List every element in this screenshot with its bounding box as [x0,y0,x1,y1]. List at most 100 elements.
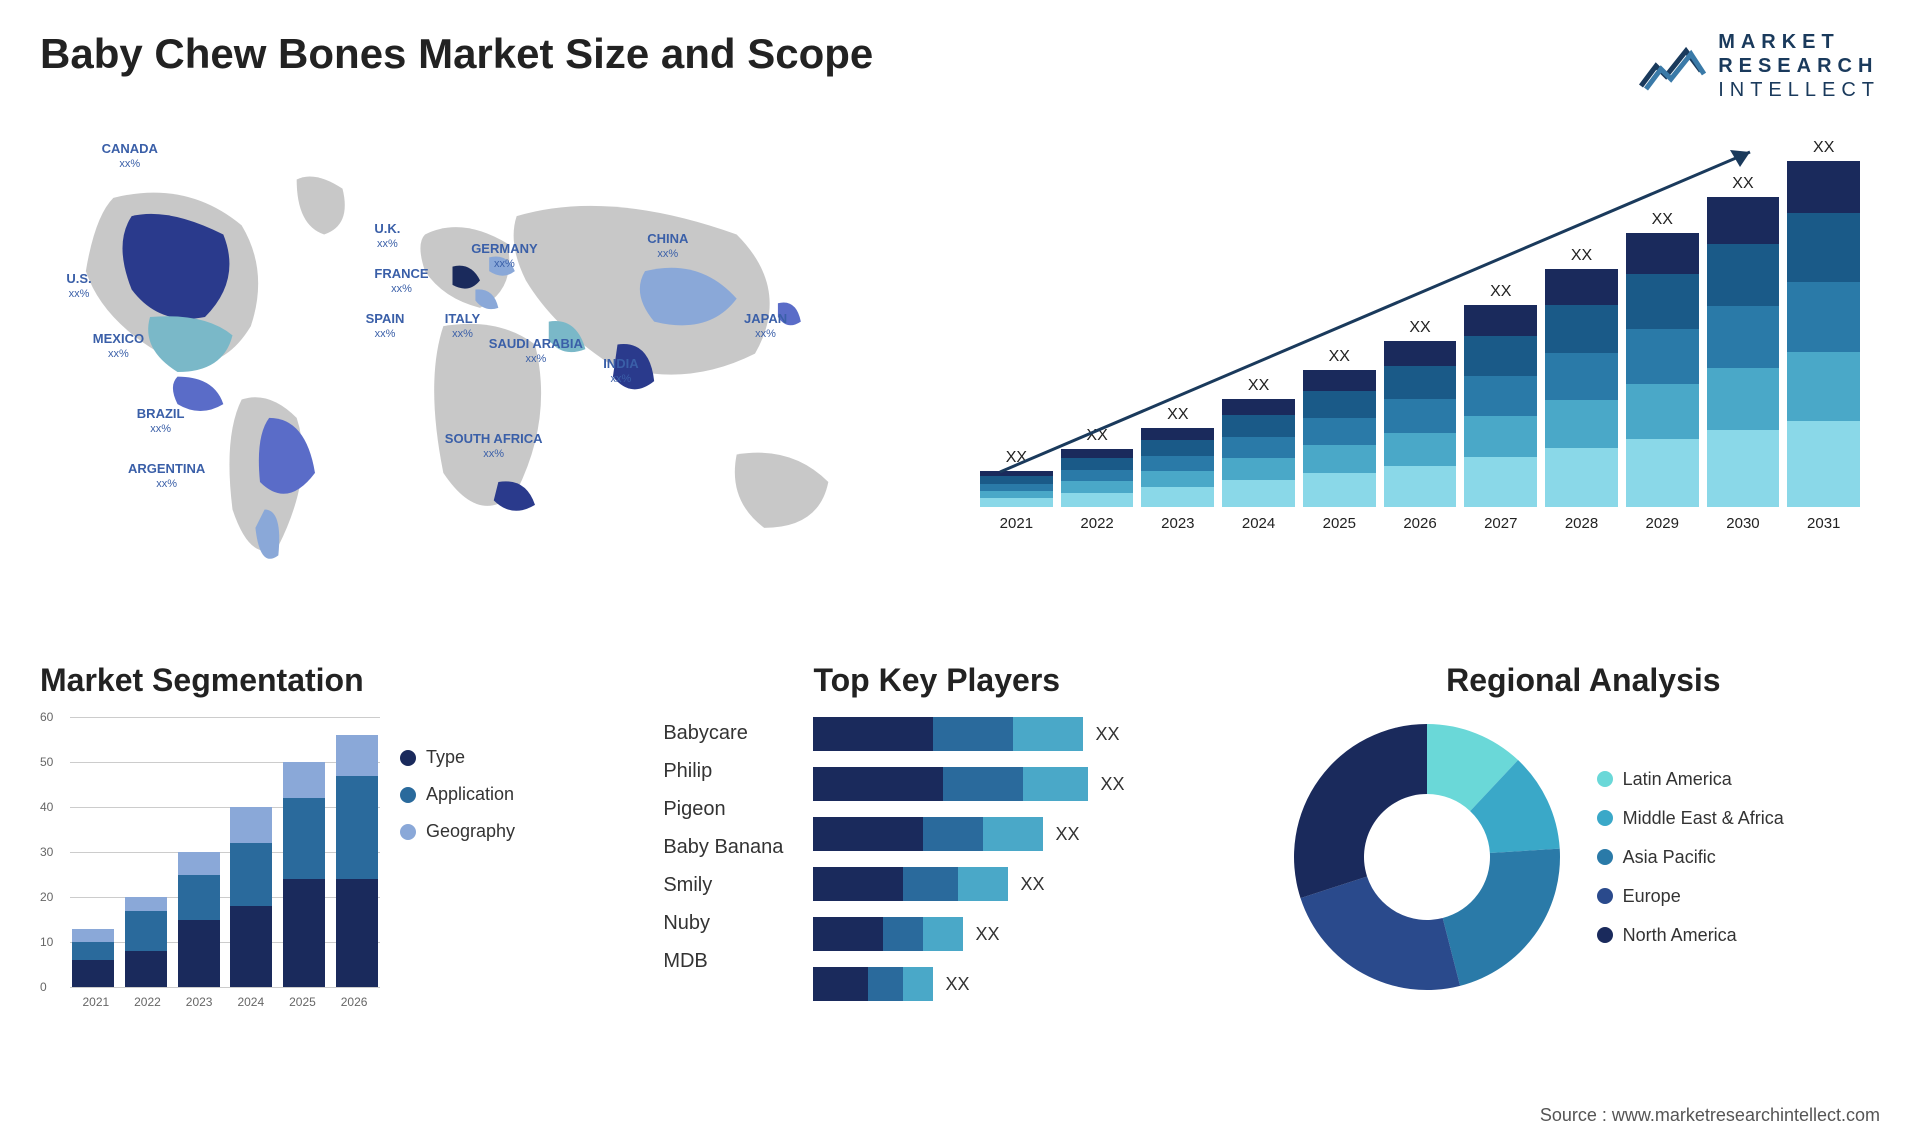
legend-dot-icon [400,787,416,803]
growth-bar-column: XX2026 [1384,319,1457,532]
regional-donut [1287,717,1567,997]
seg-year-label: 2024 [237,995,264,1009]
growth-bar [1061,449,1134,507]
regional-title: Regional Analysis [1287,662,1880,699]
legend-item: Middle East & Africa [1597,808,1784,829]
player-bar-row: XX [813,817,1256,851]
legend-dot-icon [1597,927,1613,943]
legend-dot-icon [1597,810,1613,826]
player-bar [813,967,933,1001]
seg-bar-column [230,807,272,987]
player-name: Nuby [663,907,783,939]
player-bar [813,717,1083,751]
growth-year-label: 2021 [1000,515,1033,532]
growth-bar-column: XX2029 [1626,211,1699,532]
y-tick: 40 [40,800,53,814]
growth-year-label: 2023 [1161,515,1194,532]
legend-label: Europe [1623,886,1681,907]
segmentation-section: Market Segmentation 01020304050602021202… [40,662,633,1082]
growth-bar-column: XX2022 [1061,427,1134,532]
growth-year-label: 2025 [1323,515,1356,532]
growth-bar-column: XX2024 [1222,377,1295,532]
map-label: CHINAxx% [647,232,688,261]
growth-year-label: 2031 [1807,515,1840,532]
legend-item: North America [1597,925,1784,946]
player-bar-row: XX [813,717,1256,751]
player-bar [813,917,963,951]
world-map [40,122,920,622]
map-label: U.S.xx% [66,272,91,301]
map-label: FRANCExx% [374,267,428,296]
growth-bar [1707,197,1780,507]
donut-slice [1294,724,1427,898]
legend-label: Asia Pacific [1623,847,1716,868]
player-name: Philip [663,755,783,787]
legend-item: Latin America [1597,769,1784,790]
growth-bar-value: XX [1248,377,1269,395]
legend-dot-icon [1597,849,1613,865]
legend-dot-icon [1597,888,1613,904]
seg-bar-column [72,929,114,988]
growth-bar-value: XX [1490,283,1511,301]
growth-bar-column: XX2025 [1303,348,1376,532]
growth-bar-column: XX2030 [1707,175,1780,532]
growth-bar [1222,399,1295,507]
growth-bar-column: XX2028 [1545,247,1618,532]
logo-icon [1636,41,1706,91]
growth-bar-value: XX [1167,406,1188,424]
map-label: SOUTH AFRICAxx% [445,432,543,461]
legend-item: Application [400,784,515,805]
growth-year-label: 2028 [1565,515,1598,532]
seg-bar-column [125,897,167,987]
seg-bar-column [336,735,378,987]
map-label: ITALYxx% [445,312,480,341]
player-value: XX [1020,874,1044,895]
donut-slice [1300,876,1460,990]
growth-bar-value: XX [1086,427,1107,445]
map-label: MEXICOxx% [93,332,144,361]
legend-item: Type [400,747,515,768]
legend-item: Geography [400,821,515,842]
legend-label: Application [426,784,514,805]
growth-bar-value: XX [1006,449,1027,467]
regional-section: Regional Analysis Latin America Middle Ea… [1287,662,1880,1082]
growth-bar-value: XX [1652,211,1673,229]
growth-bar [1626,233,1699,507]
source-text: Source : www.marketresearchintellect.com [1540,1105,1880,1126]
growth-bar [1303,370,1376,507]
map-label: BRAZILxx% [137,407,185,436]
map-label: CANADAxx% [102,142,158,171]
legend-label: Middle East & Africa [1623,808,1784,829]
player-name: Baby Banana [663,831,783,863]
player-name: Smily [663,869,783,901]
legend-label: Latin America [1623,769,1732,790]
regional-legend: Latin America Middle East & Africa Asia Pa… [1597,769,1784,946]
growth-bar [1464,305,1537,507]
legend-dot-icon [400,824,416,840]
legend-item: Asia Pacific [1597,847,1784,868]
seg-year-label: 2022 [134,995,161,1009]
growth-bar-column: XX2027 [1464,283,1537,532]
player-bar-row: XX [813,917,1256,951]
legend-dot-icon [1597,771,1613,787]
players-bars: XXXXXXXXXXXX [813,717,1256,1001]
player-bar-row: XX [813,867,1256,901]
legend-label: Geography [426,821,515,842]
donut-slice [1442,849,1559,986]
y-tick: 20 [40,890,53,904]
legend-dot-icon [400,750,416,766]
legend-item: Europe [1597,886,1784,907]
world-map-section: CANADAxx%U.S.xx%MEXICOxx%BRAZILxx%ARGENT… [40,122,920,622]
player-bar-row: XX [813,967,1256,1001]
growth-bar [1141,428,1214,507]
legend-label: North America [1623,925,1737,946]
seg-year-label: 2023 [186,995,213,1009]
legend-label: Type [426,747,465,768]
growth-chart-section: XX2021XX2022XX2023XX2024XX2025XX2026XX20… [960,122,1880,622]
player-bar [813,867,1008,901]
growth-bar [980,471,1053,507]
seg-bar-column [178,852,220,987]
seg-year-label: 2026 [341,995,368,1009]
logo-line1: MARKET [1718,30,1880,54]
segmentation-legend: Type Application Geography [400,747,515,1017]
